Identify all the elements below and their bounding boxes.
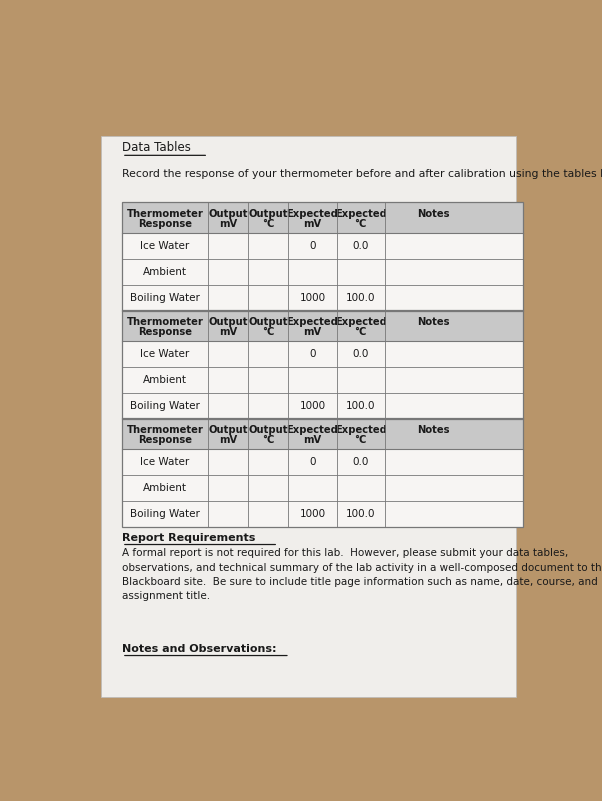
Text: 0.0: 0.0 (352, 457, 369, 467)
Text: Ambient: Ambient (143, 483, 187, 493)
Text: mV: mV (219, 328, 237, 337)
Text: Thermometer: Thermometer (126, 209, 203, 219)
Text: Output: Output (249, 425, 288, 435)
Text: Notes: Notes (418, 425, 450, 435)
FancyBboxPatch shape (122, 310, 523, 341)
Text: Expected: Expected (287, 425, 338, 435)
Text: Ice Water: Ice Water (140, 349, 190, 359)
Text: °C: °C (355, 328, 367, 337)
Text: Ambient: Ambient (143, 375, 187, 384)
Text: A formal report is not required for this lab.  However, please submit your data : A formal report is not required for this… (122, 548, 602, 602)
Text: Boiling Water: Boiling Water (130, 509, 200, 519)
Text: Output: Output (249, 209, 288, 219)
Text: Expected: Expected (335, 425, 386, 435)
FancyBboxPatch shape (122, 367, 523, 392)
Text: 100.0: 100.0 (346, 400, 376, 411)
Text: Notes: Notes (418, 317, 450, 327)
FancyBboxPatch shape (122, 475, 523, 501)
FancyBboxPatch shape (122, 449, 523, 475)
Text: °C: °C (355, 435, 367, 445)
Text: Ambient: Ambient (143, 267, 187, 277)
Text: 1000: 1000 (299, 509, 326, 519)
Text: Boiling Water: Boiling Water (130, 293, 200, 303)
Text: 0.0: 0.0 (352, 349, 369, 359)
Text: Response: Response (138, 328, 192, 337)
Text: Expected: Expected (287, 317, 338, 327)
Text: 0: 0 (309, 241, 315, 251)
Text: Response: Response (138, 435, 192, 445)
Text: Thermometer: Thermometer (126, 317, 203, 327)
Text: mV: mV (303, 328, 321, 337)
FancyBboxPatch shape (122, 202, 523, 233)
Text: Output: Output (208, 425, 248, 435)
Text: Notes and Observations:: Notes and Observations: (122, 644, 276, 654)
FancyBboxPatch shape (122, 341, 523, 367)
Text: °C: °C (262, 328, 275, 337)
FancyBboxPatch shape (122, 392, 523, 419)
Text: Thermometer: Thermometer (126, 425, 203, 435)
FancyBboxPatch shape (122, 418, 523, 449)
Text: °C: °C (262, 219, 275, 229)
Text: mV: mV (219, 435, 237, 445)
Text: 100.0: 100.0 (346, 509, 376, 519)
Text: °C: °C (355, 219, 367, 229)
Text: Boiling Water: Boiling Water (130, 400, 200, 411)
Text: Response: Response (138, 219, 192, 229)
Text: Notes: Notes (418, 209, 450, 219)
FancyBboxPatch shape (122, 501, 523, 526)
Text: Record the response of your thermometer before and after calibration using the t: Record the response of your thermometer … (122, 169, 602, 179)
Text: Expected: Expected (335, 317, 386, 327)
Text: Report Requirements: Report Requirements (122, 533, 255, 543)
Text: 0.0: 0.0 (352, 241, 369, 251)
Text: Expected: Expected (287, 209, 338, 219)
Text: °C: °C (262, 435, 275, 445)
Text: Ice Water: Ice Water (140, 457, 190, 467)
Text: Data Tables: Data Tables (122, 141, 191, 154)
Text: 1000: 1000 (299, 293, 326, 303)
Text: Expected: Expected (335, 209, 386, 219)
Text: 1000: 1000 (299, 400, 326, 411)
FancyBboxPatch shape (122, 233, 523, 259)
Text: Output: Output (208, 317, 248, 327)
Text: mV: mV (303, 435, 321, 445)
Text: mV: mV (219, 219, 237, 229)
Text: mV: mV (303, 219, 321, 229)
FancyBboxPatch shape (122, 285, 523, 311)
Text: Ice Water: Ice Water (140, 241, 190, 251)
Text: 0: 0 (309, 349, 315, 359)
Text: Output: Output (208, 209, 248, 219)
Text: Output: Output (249, 317, 288, 327)
FancyBboxPatch shape (122, 259, 523, 285)
FancyBboxPatch shape (101, 136, 516, 698)
Text: 0: 0 (309, 457, 315, 467)
Text: 100.0: 100.0 (346, 293, 376, 303)
